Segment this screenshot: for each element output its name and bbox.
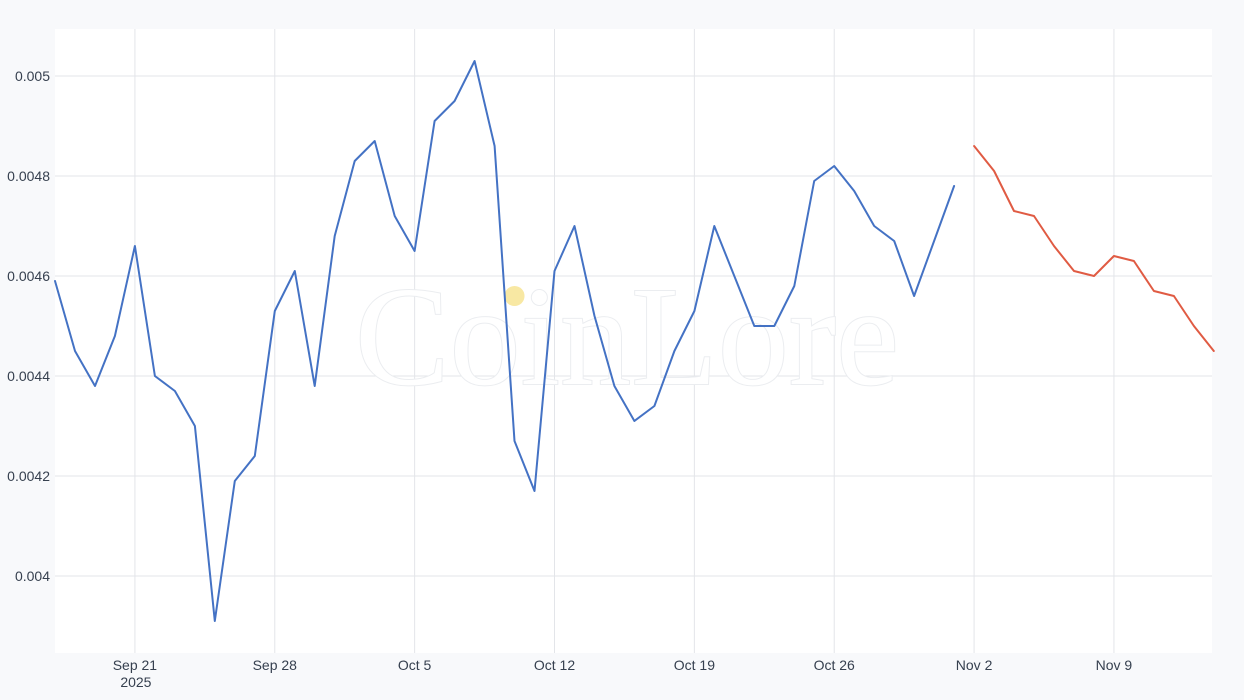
y-tick-label: 0.005 [15, 68, 50, 84]
y-tick-label: 0.0044 [7, 368, 50, 384]
forecast-line [973, 145, 1215, 352]
y-tick-label: 0.0046 [7, 268, 50, 284]
x-tick-label: Oct 26 [814, 657, 855, 673]
y-axis-labels: 0.004 0.0042 0.0044 0.0046 0.0048 0.005 [7, 68, 50, 584]
marker-layer [504, 286, 525, 306]
plot-area [55, 29, 1212, 653]
x-tick-year-label: 2025 [120, 674, 151, 690]
y-tick-label: 0.0042 [7, 468, 50, 484]
gridlines [55, 29, 1212, 653]
y-tick-label: 0.004 [15, 568, 50, 584]
coinlore-watermark: CoinLore [355, 257, 899, 415]
price-lines [54, 60, 1215, 622]
x-tick-label: Oct 5 [398, 657, 432, 673]
x-tick-label: Sep 21 [113, 657, 158, 673]
y-tick-label: 0.0048 [7, 168, 50, 184]
price-history-line [54, 60, 956, 622]
x-tick-label: Sep 28 [253, 657, 298, 673]
x-tick-label: Oct 19 [674, 657, 715, 673]
x-tick-label: Nov 2 [956, 657, 993, 673]
highlight-dot-marker [504, 286, 525, 306]
x-tick-label: Oct 12 [534, 657, 575, 673]
x-tick-label: Nov 9 [1096, 657, 1133, 673]
